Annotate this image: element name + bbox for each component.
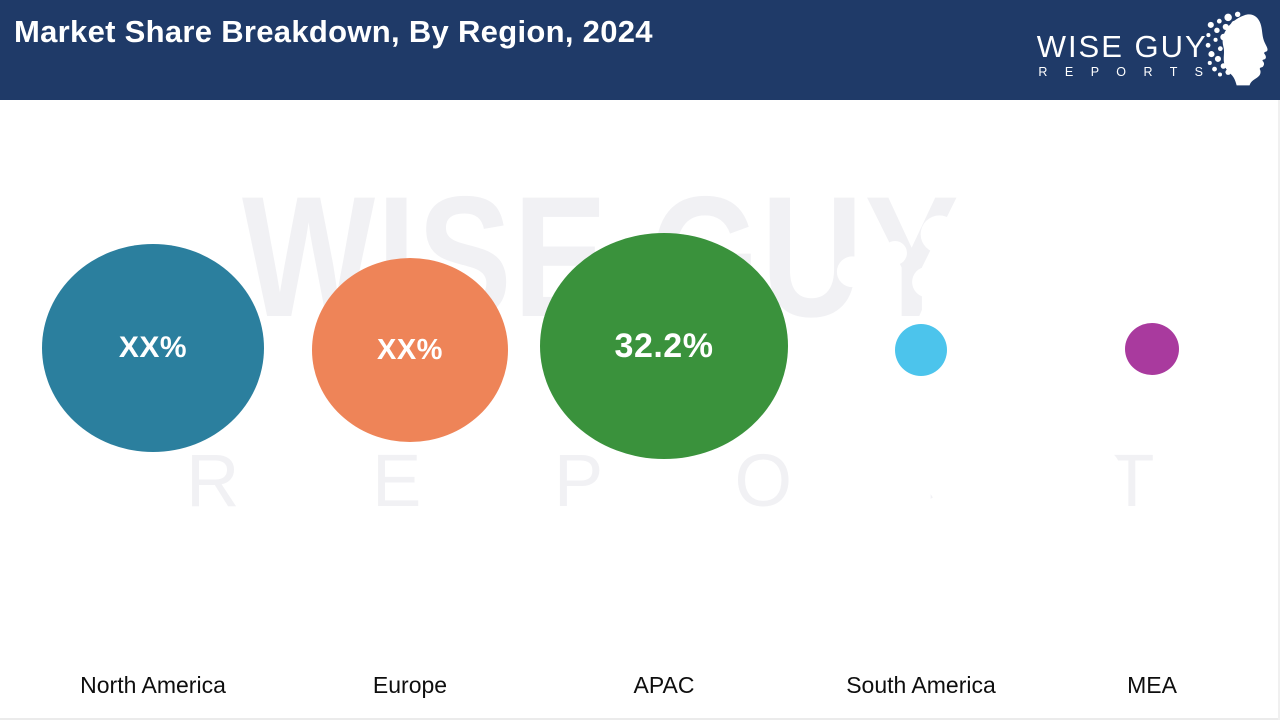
chart-area: WISE GUY R E P O R T S XX% North America X… (0, 100, 1280, 720)
category-label-south-america: South America (846, 672, 996, 698)
logo-wordmark: WISE GUY (1036, 28, 1208, 64)
logo-text: WISE GUY R E P O R T S (1034, 28, 1210, 80)
category-label-europe: Europe (372, 672, 448, 698)
watermark-subtitle: R E P O R T S (186, 439, 1280, 522)
watermark-head-icon (826, 205, 1138, 576)
page-title: Market Share Breakdown, By Region, 2024 (14, 14, 653, 49)
bubble-value-europe: XX% (377, 333, 443, 366)
bubble-value-apac: 32.2% (614, 326, 714, 365)
category-label-north-america: North America (80, 672, 226, 698)
category-label-apac: APAC (633, 672, 695, 698)
bubble-south-america (895, 324, 947, 376)
bottom-edge-divider (0, 718, 1280, 720)
bubble-north-america: XX% (42, 244, 264, 452)
bubble-europe: XX% (312, 258, 508, 442)
header-bar: Market Share Breakdown, By Region, 2024 … (0, 0, 1280, 100)
category-label-mea: MEA (1127, 672, 1177, 698)
right-edge-divider (1278, 100, 1280, 720)
bubble-mea (1125, 323, 1179, 375)
logo-subtitle: R E P O R T S (1038, 65, 1210, 80)
bubble-value-north-america: XX% (118, 331, 188, 364)
logo-head-icon (1205, 11, 1268, 86)
wise-guy-reports-logo: WISE GUY R E P O R T S (1034, 6, 1272, 90)
bubble-apac: 32.2% (540, 233, 788, 459)
